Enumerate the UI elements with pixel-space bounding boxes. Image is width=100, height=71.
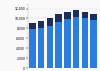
Bar — [38, 21, 44, 28]
Bar — [82, 12, 88, 18]
Bar — [73, 17, 79, 68]
Bar — [73, 10, 79, 17]
Bar — [47, 26, 53, 68]
Bar — [38, 28, 44, 68]
Bar — [29, 23, 36, 29]
Bar — [55, 14, 62, 22]
Bar — [64, 12, 71, 19]
Bar — [90, 14, 97, 20]
Bar — [82, 18, 88, 68]
Bar — [55, 22, 62, 68]
Bar — [90, 20, 97, 68]
Bar — [64, 19, 71, 68]
Bar — [47, 18, 53, 26]
Bar — [29, 29, 36, 68]
